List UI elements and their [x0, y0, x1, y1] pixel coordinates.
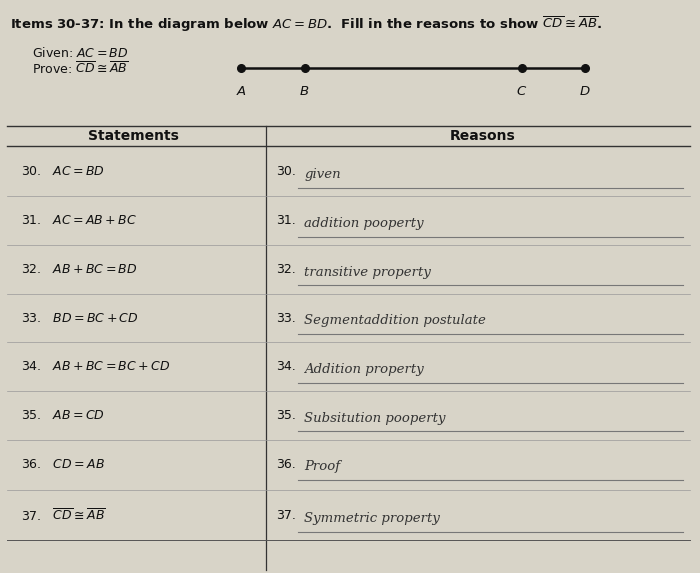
Text: D: D: [580, 85, 589, 98]
Text: Prove: $\overline{\mathit{CD}} \cong \overline{\mathit{AB}}$: Prove: $\overline{\mathit{CD}} \cong \ov…: [32, 61, 128, 77]
Text: 37.: 37.: [276, 509, 296, 522]
Text: 36.: 36.: [276, 458, 296, 470]
Text: 37.   $\overline{\mathit{CD}} \cong \overline{\mathit{AB}}$: 37. $\overline{\mathit{CD}} \cong \overl…: [21, 508, 106, 524]
Text: Subsitution pooperty: Subsitution pooperty: [304, 412, 446, 425]
Text: 30.   $\mathit{AC} = \mathit{BD}$: 30. $\mathit{AC} = \mathit{BD}$: [21, 166, 105, 178]
Text: addition pooperty: addition pooperty: [304, 217, 424, 230]
Text: 32.: 32.: [276, 263, 296, 276]
Text: 30.: 30.: [276, 166, 296, 178]
Text: transitive property: transitive property: [304, 266, 431, 278]
Text: Given: $\mathit{AC}$$=$$\mathit{BD}$: Given: $\mathit{AC}$$=$$\mathit{BD}$: [32, 46, 128, 60]
Text: 32.   $\mathit{AB} + \mathit{BC} = \mathit{BD}$: 32. $\mathit{AB} + \mathit{BC} = \mathit…: [21, 263, 137, 276]
Text: Segmentaddition postulate: Segmentaddition postulate: [304, 315, 486, 327]
Text: Reasons: Reasons: [450, 129, 516, 143]
Text: 36.   $\mathit{CD} = \mathit{AB}$: 36. $\mathit{CD} = \mathit{AB}$: [21, 458, 105, 470]
Text: Items 30-37: In the diagram below $\mathit{AC}$$=$$\mathit{BD}$.  Fill in the re: Items 30-37: In the diagram below $\math…: [10, 14, 603, 34]
Text: 31.: 31.: [276, 214, 296, 227]
Text: 31.   $\mathit{AC} = \mathit{AB} + \mathit{BC}$: 31. $\mathit{AC} = \mathit{AB} + \mathit…: [21, 214, 137, 227]
Text: C: C: [517, 85, 526, 98]
Text: Addition property: Addition property: [304, 363, 424, 376]
Text: 34.   $\mathit{AB} + \mathit{BC} = \mathit{BC} + \mathit{CD}$: 34. $\mathit{AB} + \mathit{BC} = \mathit…: [21, 360, 170, 373]
Text: 34.: 34.: [276, 360, 296, 373]
Text: 35.: 35.: [276, 409, 296, 422]
Text: Statements: Statements: [88, 129, 178, 143]
Text: 35.   $\mathit{AB} = \mathit{CD}$: 35. $\mathit{AB} = \mathit{CD}$: [21, 409, 105, 422]
Text: Symmetric property: Symmetric property: [304, 512, 440, 525]
Text: Proof: Proof: [304, 461, 341, 473]
Text: 33.   $\mathit{BD} = \mathit{BC} + \mathit{CD}$: 33. $\mathit{BD} = \mathit{BC} + \mathit…: [21, 312, 139, 324]
Text: given: given: [304, 168, 341, 181]
Text: 33.: 33.: [276, 312, 296, 324]
Text: A: A: [237, 85, 246, 98]
Text: B: B: [300, 85, 309, 98]
